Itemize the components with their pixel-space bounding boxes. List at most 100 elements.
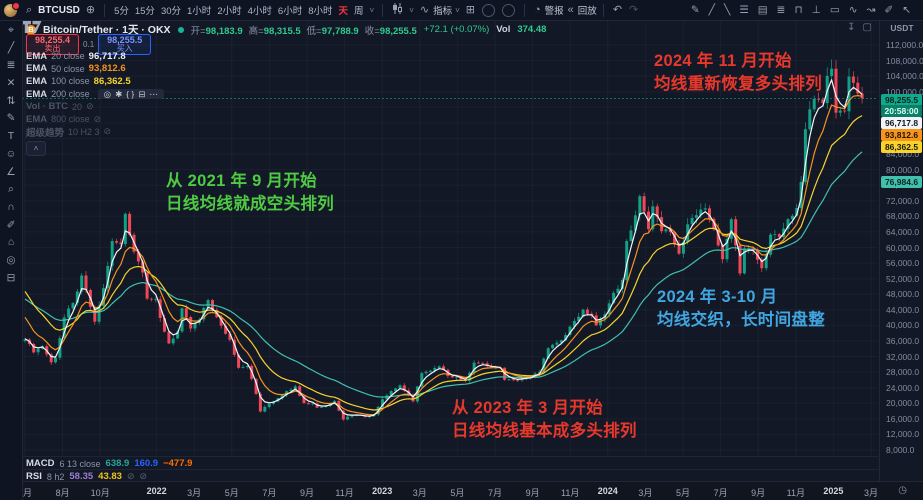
text-tool-icon[interactable]: ⊥ bbox=[811, 4, 821, 16]
legend-collapse-button[interactable]: ˄ bbox=[26, 141, 46, 157]
macd-pane-header[interactable]: MACD 6 13 close 638.9 160.9 −477.9 bbox=[26, 458, 192, 469]
layout-circle-button-2[interactable] bbox=[502, 3, 515, 17]
price-axis[interactable]: USDT 8,000.0 12,000.0 16,000.0 20,000.0 24,0… bbox=[879, 20, 923, 482]
price-tick: 68,000.0 bbox=[886, 211, 920, 222]
legend-row[interactable]: 超级趋势 10 H2 3 ⊘ bbox=[26, 126, 164, 139]
interval-1小时[interactable]: 1小时 bbox=[184, 1, 214, 19]
interval-天[interactable]: 天 bbox=[336, 1, 352, 19]
interval-6小时[interactable]: 6小时 bbox=[275, 1, 305, 19]
ray-icon[interactable]: ╲ bbox=[723, 4, 731, 16]
pencil-icon[interactable]: ✐ bbox=[884, 4, 894, 16]
style-dropdown-caret[interactable]: ˅ bbox=[409, 5, 414, 15]
measure-icon[interactable]: ∠ bbox=[6, 165, 16, 178]
rsi-eye-icon[interactable]: ⊘ bbox=[126, 471, 135, 481]
more-icon[interactable]: ⋯ bbox=[149, 88, 158, 99]
fib-retracement-icon[interactable]: ≣ bbox=[6, 59, 16, 72]
brush-icon[interactable]: ✎ bbox=[6, 112, 16, 125]
candlestick-chart[interactable] bbox=[22, 20, 878, 456]
xabcd-pattern-icon[interactable]: ✕ bbox=[6, 77, 16, 90]
search-icon[interactable]: ⌕ bbox=[26, 3, 33, 16]
pane-separator[interactable] bbox=[22, 456, 878, 457]
chart-annotation[interactable]: 2024 年 3-10 月 均线交织，长时间盘整 bbox=[657, 288, 825, 330]
legend-row[interactable]: EMA 100 close 86,362.5 bbox=[26, 75, 164, 88]
legend-row[interactable]: EMA 200 close ◎ ✱{ } ⊟ ⋯ bbox=[26, 88, 164, 101]
gann-icon[interactable]: ▤ bbox=[757, 4, 768, 16]
layout-grid-icon[interactable]: ⊞ bbox=[465, 3, 475, 16]
magnet-icon[interactable]: ∩ bbox=[7, 200, 15, 213]
time-label: 3月 bbox=[412, 488, 427, 498]
eye-off-icon[interactable]: ⊘ bbox=[93, 113, 102, 124]
chart-annotation[interactable]: 从 2023 年 3 月开始 日线均线基本成多头排列 bbox=[452, 399, 637, 441]
layout-circle-button-1[interactable] bbox=[482, 3, 495, 17]
interval-4小时[interactable]: 4小时 bbox=[245, 1, 275, 19]
chart-pane[interactable]: B Bitcoin/Tether · 1天 · OKX 开=98,183.9 高=… bbox=[22, 20, 878, 456]
fullscreen-icon[interactable]: ▢ bbox=[862, 22, 872, 33]
eye-off-icon[interactable]: ⊘ bbox=[103, 126, 112, 137]
interval-dropdown-caret[interactable]: ˅ bbox=[369, 5, 375, 15]
lock-all-icon[interactable]: ⌂ bbox=[7, 236, 15, 249]
hide-all-icon[interactable]: ◎ bbox=[6, 253, 16, 266]
undo-icon[interactable]: ↶ bbox=[612, 3, 623, 16]
rsi-eye-icon[interactable]: ⊘ bbox=[139, 471, 148, 481]
chart-annotation[interactable]: 2024 年 11 月开始 均线重新恢复多头排列 bbox=[654, 52, 822, 94]
buy-button[interactable]: 98,255.5 买入 bbox=[98, 34, 152, 56]
interval-8小时[interactable]: 8小时 bbox=[305, 1, 335, 19]
eye-icon[interactable]: ◎ bbox=[103, 88, 112, 99]
replay-icon[interactable]: « bbox=[567, 3, 574, 16]
source-code-icon[interactable]: { } bbox=[126, 88, 135, 99]
legend-row[interactable]: EMA 20 close 96,717.8 bbox=[26, 50, 164, 63]
wave-icon[interactable]: ∿ bbox=[848, 4, 858, 16]
remove-all-icon[interactable]: ⊟ bbox=[6, 271, 16, 284]
legend-row[interactable]: EMA 50 close 93,812.6 bbox=[26, 63, 164, 76]
crosshair-icon[interactable]: ⌖ bbox=[8, 24, 14, 36]
drawing-toolbar: ✎ ╱ ╲ ☰ ▤ ≣ ⊓ ⊥ ▭ ∿ ↝ ✐ ↖ bbox=[687, 4, 915, 16]
indicators-caret[interactable]: ˅ bbox=[455, 5, 460, 15]
cursor-arrow-icon[interactable]: ↖ bbox=[902, 4, 911, 16]
delete-icon[interactable]: ⊟ bbox=[138, 88, 146, 99]
time-axis[interactable]: ◷ 6月 8月 10月 2022 3月 5月 7月 9月 11月 2023 3月 5月 7月 9月 11月 2… bbox=[18, 481, 923, 500]
redo-icon[interactable]: ↷ bbox=[629, 3, 639, 16]
interval-30分[interactable]: 30分 bbox=[158, 1, 184, 19]
clock-icon[interactable]: ◷ bbox=[898, 485, 907, 496]
user-avatar[interactable] bbox=[4, 1, 20, 17]
alert-bell-icon[interactable]: ◔ bbox=[534, 3, 541, 16]
channel-icon[interactable]: ☰ bbox=[739, 4, 749, 16]
legend-indicator-value: 96,717.8 bbox=[88, 50, 126, 62]
emoji-icon[interactable]: ☺ bbox=[5, 147, 17, 160]
tradingview-logo[interactable] bbox=[22, 20, 46, 34]
pitchfork-icon[interactable]: ⊓ bbox=[794, 4, 803, 16]
fib-lines-icon[interactable]: ≣ bbox=[776, 4, 786, 16]
brush-icon[interactable]: ✎ bbox=[690, 4, 700, 16]
trend-line-icon[interactable]: ╱ bbox=[7, 41, 15, 54]
settings-icon[interactable]: ✱ bbox=[115, 88, 123, 99]
text-icon[interactable]: T bbox=[7, 130, 15, 143]
interval-周[interactable]: 周 bbox=[351, 1, 367, 19]
long-short-position-icon[interactable]: ⇅ bbox=[6, 94, 16, 107]
shape-icon[interactable]: ▭ bbox=[829, 4, 840, 16]
replay-button[interactable]: 回放 bbox=[577, 6, 597, 17]
eye-off-icon[interactable]: ⊘ bbox=[86, 101, 94, 112]
candle-style-icon[interactable] bbox=[389, 3, 406, 17]
legend-row[interactable]: EMA 800 close ⊘ bbox=[26, 113, 164, 126]
interval-2小时[interactable]: 2小时 bbox=[214, 1, 244, 19]
indicators-icon[interactable]: ∿ bbox=[419, 3, 430, 16]
rsi-pane-header[interactable]: RSI 8 h2 58.35 43.83 ⊘ ⊘ bbox=[26, 471, 147, 482]
zoom-in-icon[interactable]: ⌕ bbox=[8, 183, 14, 196]
interval-15分[interactable]: 15分 bbox=[132, 1, 158, 19]
alert-button[interactable]: 警报 bbox=[544, 6, 564, 17]
download-icon[interactable]: ↧ bbox=[847, 22, 856, 33]
drawing-mode-icon[interactable]: ✐ bbox=[6, 218, 16, 231]
interval-5分[interactable]: 5分 bbox=[111, 1, 132, 19]
chart-annotation[interactable]: 从 2021 年 9 月开始 日线均线就成空头排列 bbox=[166, 172, 334, 214]
indicators-button[interactable]: 指标 bbox=[433, 6, 453, 17]
arrow-marker-icon[interactable]: ↝ bbox=[866, 4, 876, 16]
sell-button[interactable]: 98,255.4 卖出 bbox=[26, 34, 80, 56]
compare-add-icon[interactable]: ⊕ bbox=[85, 3, 96, 16]
symbol-search-button[interactable]: BTCUSD bbox=[38, 4, 80, 16]
symbol-title[interactable]: Bitcoin/Tether · 1天 · OKX bbox=[43, 24, 171, 36]
time-label: 3月 bbox=[863, 488, 879, 498]
pane-separator[interactable] bbox=[22, 469, 878, 470]
time-label: 5月 bbox=[450, 488, 465, 498]
trend-line-icon[interactable]: ╱ bbox=[708, 4, 715, 16]
legend-row[interactable]: Vol · BTC 20 ⊘ bbox=[26, 100, 164, 113]
